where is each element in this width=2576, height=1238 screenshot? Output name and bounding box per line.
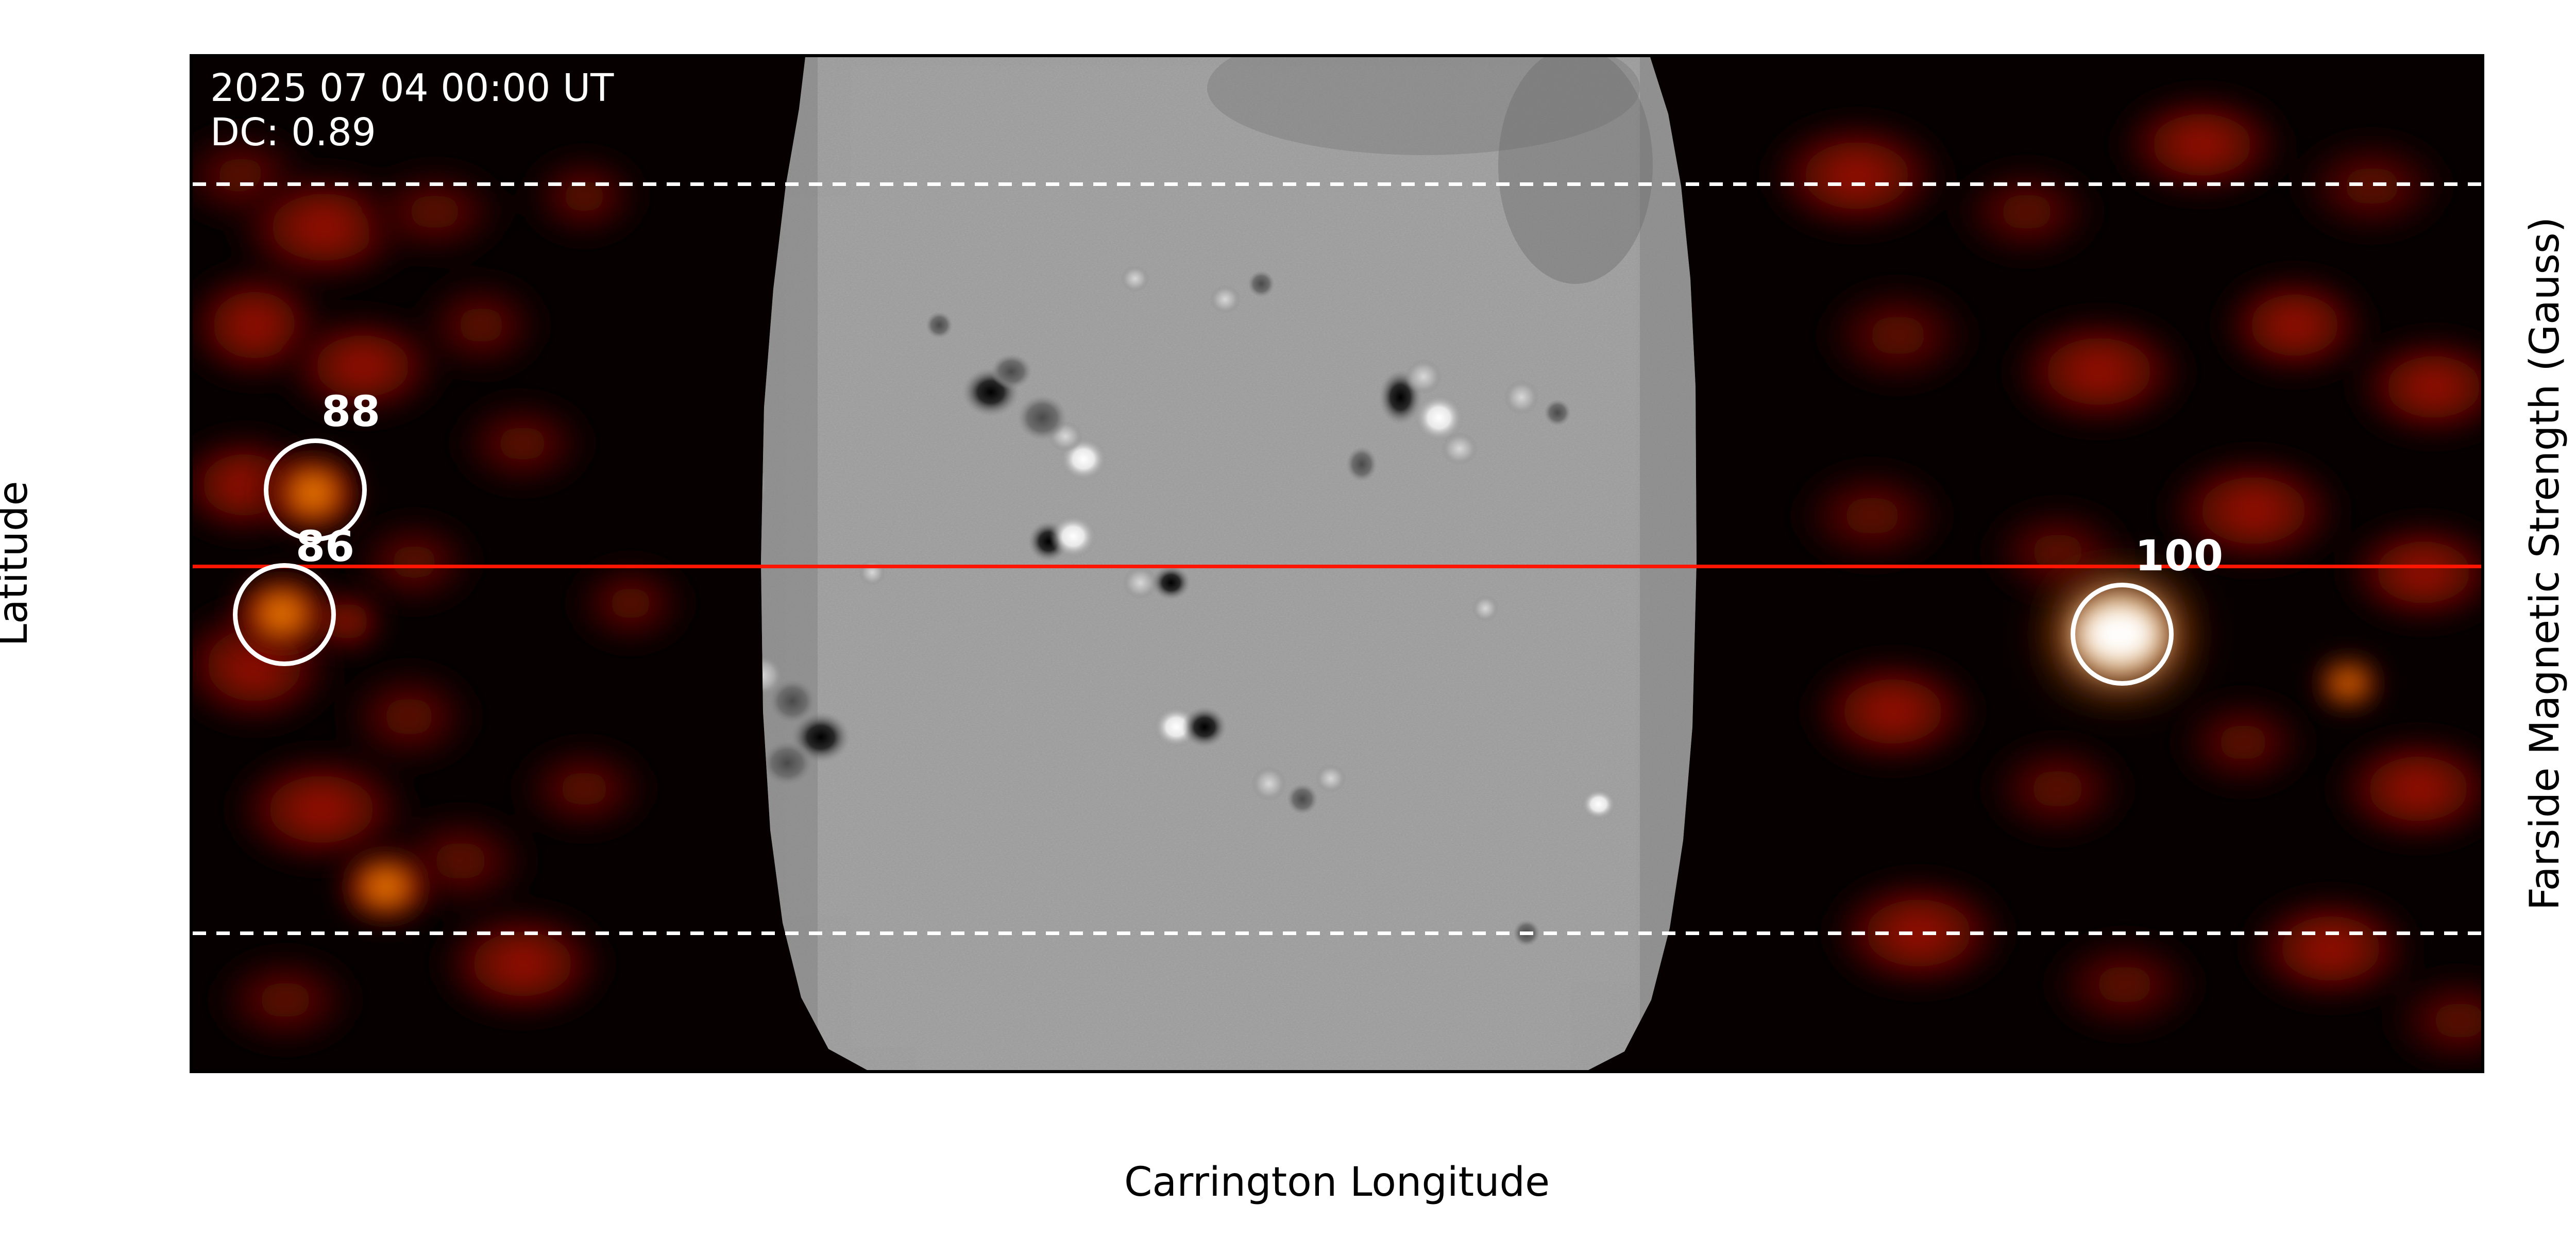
xtick-300 bbox=[2099, 1070, 2102, 1073]
farside-colorbar-title: Farside Magnetic Strength (Gauss) bbox=[2522, 216, 2568, 911]
xtick-0 bbox=[193, 1070, 195, 1073]
ytick-45 bbox=[190, 280, 193, 283]
map-plot-area: 88 86 100 2025 07 04 00:00 UT DC: 0.89 bbox=[190, 54, 2484, 1073]
xtick-360 bbox=[2481, 1070, 2484, 1073]
equator-line bbox=[193, 565, 2481, 568]
timestamp-duty-cycle-annotation: 2025 07 04 00:00 UT DC: 0.89 bbox=[210, 66, 614, 155]
region-label-100: 100 bbox=[2135, 532, 2224, 581]
farside-network-left bbox=[193, 122, 698, 1054]
active-region-group bbox=[761, 265, 1616, 946]
region-circle-100 bbox=[2071, 583, 2174, 686]
ytick-0 bbox=[190, 564, 193, 566]
frontside-magnetogram-svg bbox=[761, 57, 1697, 1070]
xtick-120 bbox=[956, 1070, 958, 1073]
xtick-60 bbox=[574, 1070, 577, 1073]
x-axis-label: Carrington Longitude bbox=[1124, 1159, 1550, 1206]
farside-network-right bbox=[1759, 88, 2481, 1070]
ytick-m80 bbox=[190, 1070, 193, 1073]
region-label-88: 88 bbox=[321, 387, 381, 436]
xtick-240 bbox=[1718, 1070, 1721, 1073]
xtick-180 bbox=[1337, 1070, 1340, 1073]
region-label-86: 86 bbox=[296, 522, 355, 571]
high-latitude-north-dashed-line bbox=[193, 182, 2481, 186]
ytick-80 bbox=[190, 57, 193, 60]
high-latitude-south-dashed-line bbox=[193, 931, 2481, 935]
ytick-m45 bbox=[190, 847, 193, 850]
region-circle-86 bbox=[233, 563, 336, 666]
y-axis-label: Latitude bbox=[0, 481, 37, 647]
map-canvas: 88 86 100 2025 07 04 00:00 UT DC: 0.89 bbox=[193, 57, 2481, 1070]
solar-disk-clip bbox=[761, 57, 1697, 1070]
region-circle-88 bbox=[264, 438, 367, 541]
frontside-magnetogram-layer bbox=[651, 57, 1797, 1070]
